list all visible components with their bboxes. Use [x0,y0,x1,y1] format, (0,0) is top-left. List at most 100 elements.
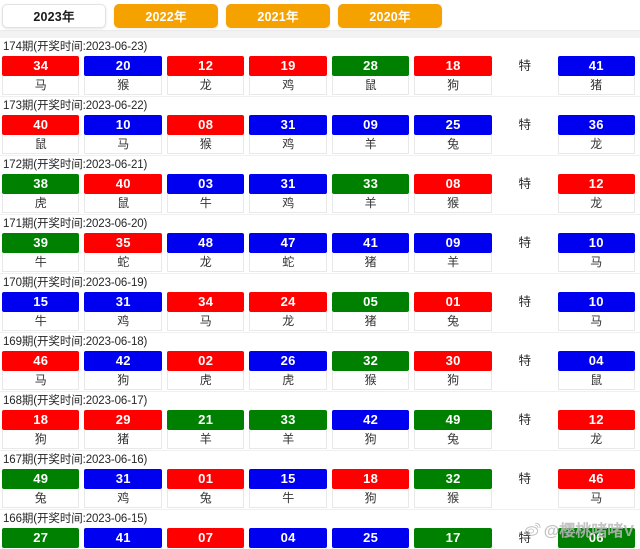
draw-row: 167期(开奖时间:2023-06-16) 49 兔 31 鸡 01 兔 15 牛 18 狗 32 猴特… [0,451,640,510]
special-marker-label: 特 [518,472,531,486]
special-ball-cell: 04 鼠 [557,351,636,390]
special-ball-zodiac: 鼠 [557,371,636,390]
special-ball-number: 10 [557,233,636,253]
ball-number: 41 [331,233,410,253]
ball-cell: 34 马 [2,56,80,95]
ball-cell: 42 狗 [84,351,162,390]
ball-zodiac: 狗 [331,489,410,508]
special-ball-zodiac: 龙 [557,430,636,449]
ball-zodiac: 猴 [414,194,492,213]
ball-number: 46 [2,351,80,371]
ball-cell: 20 猴 [84,56,162,95]
ball-cell: 29 猪 [84,410,162,449]
ball-number: 20 [84,56,162,76]
ball-number: 26 [249,351,327,371]
ball-number: 33 [331,174,410,194]
ball-cell: 39 牛 [2,233,80,272]
ball-cell: 31 鸡 [249,115,327,154]
ball-cell: 17猪 [414,528,492,549]
ball-zodiac: 猪 [331,253,410,272]
ball-cell: 15 牛 [249,469,327,508]
ball-number: 38 [2,174,80,194]
special-ball-cell: 41 猪 [557,56,636,95]
ball-number: 49 [2,469,80,489]
special-ball-zodiac: 龙 [557,135,636,154]
special-marker-label: 特 [518,177,531,191]
ball-zodiac: 鼠 [331,76,410,95]
ball-zodiac: 鸡 [249,194,327,213]
ball-cell: 07鸡 [166,528,245,549]
ball-cell: 32 猴 [414,469,492,508]
special-ball-zodiac: 龙 [557,194,636,213]
ball-zodiac: 狗 [331,430,410,449]
ball-number: 48 [166,233,245,253]
ball-cell: 15 牛 [2,292,80,331]
ball-number: 27 [2,528,80,548]
ball-number: 19 [249,56,327,76]
special-marker-label: 特 [518,354,531,368]
ball-zodiac: 兔 [2,489,80,508]
ball-group: 38 虎 40 鼠 03 牛 31 鸡 33 羊 08 猴 特 12 龙 [0,174,640,213]
draw-row: 172期(开奖时间:2023-06-21) 38 虎 40 鼠 03 牛 31 鸡 33 羊 08 猴 特… [0,156,640,215]
ball-cell: 18 狗 [414,56,492,95]
year-tab-bar: 2023年 2022年 2021年 2020年 [0,0,640,30]
special-ball-zodiac: 猪 [557,76,636,95]
ball-zodiac: 鸡 [249,135,327,154]
ball-group: 49 兔 31 鸡 01 兔 15 牛 18 狗 32 猴特 46 马 [0,469,640,508]
tab-year-2021[interactable]: 2021年 [226,3,330,28]
ball-number: 09 [331,115,410,135]
ball-zodiac: 蛇 [249,253,327,272]
special-ball-cell: 36 龙 [557,115,636,154]
ball-zodiac: 虎 [2,194,80,213]
ball-number: 07 [166,528,245,548]
ball-zodiac: 羊 [331,135,410,154]
ball-cell: 48 龙 [166,233,245,272]
ball-number: 21 [166,410,245,430]
ball-group: 46 马 42 狗 02 虎 26 虎 32 猴 30 狗特 04 鼠 [0,351,640,390]
ball-number: 18 [414,56,492,76]
ball-cell: 41猪 [84,528,162,549]
draw-row-header: 170期(开奖时间:2023-06-19) [3,277,148,289]
ball-cell: 47 蛇 [249,233,327,272]
tab-year-2020[interactable]: 2020年 [338,3,442,28]
special-marker-label: 特 [518,59,531,73]
ball-number: 29 [84,410,162,430]
ball-number: 31 [249,115,327,135]
ball-cell: 04鼠 [249,528,327,549]
ball-number: 31 [84,292,162,312]
ball-cell: 25兔 [331,528,410,549]
draw-row-header: 174期(开奖时间:2023-06-23) [3,41,148,53]
special-ball-zodiac: 马 [557,489,636,508]
ball-group: 27牛41猪07鸡04鼠25兔17猪 特 06狗 [0,528,640,549]
draw-row-header: 173期(开奖时间:2023-06-22) [3,100,148,112]
ball-zodiac: 狗 [2,430,80,449]
ball-zodiac: 马 [2,76,80,95]
ball-zodiac: 牛 [2,312,80,331]
ball-cell: 28 鼠 [331,56,410,95]
ball-zodiac: 兔 [414,312,492,331]
ball-cell: 33 羊 [331,174,410,213]
special-ball-cell: 46 马 [557,469,636,508]
ball-cell: 12 龙 [166,56,245,95]
ball-zodiac: 鼠 [84,194,162,213]
tab-year-2022[interactable]: 2022年 [114,3,218,28]
ball-number: 32 [414,469,492,489]
ball-zodiac: 羊 [249,430,327,449]
ball-number: 42 [84,351,162,371]
ball-number: 01 [414,292,492,312]
ball-cell: 31 鸡 [249,174,327,213]
ball-zodiac: 兔 [414,430,492,449]
draw-row-header: 168期(开奖时间:2023-06-17) [3,395,148,407]
draw-row: 168期(开奖时间:2023-06-17) 18 狗 29 猪 21 羊 33 羊 42 狗 49 兔特… [0,392,640,451]
ball-zodiac: 蛇 [84,253,162,272]
ball-cell: 24 龙 [249,292,327,331]
special-ball-number: 10 [557,292,636,312]
ball-number: 15 [2,292,80,312]
ball-zodiac: 马 [166,312,245,331]
ball-cell: 01 兔 [414,292,492,331]
special-ball-number: 12 [557,410,636,430]
ball-number: 49 [414,410,492,430]
tab-year-2023[interactable]: 2023年 [2,3,106,28]
special-ball-number: 04 [557,351,636,371]
ball-zodiac: 猴 [331,371,410,390]
